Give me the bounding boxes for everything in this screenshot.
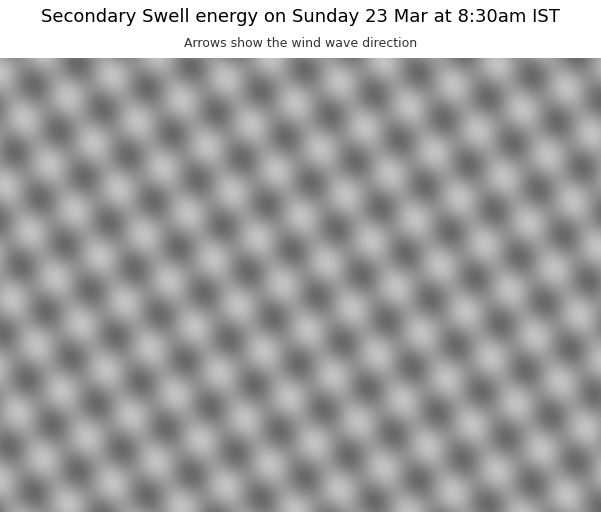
Text: Secondary Swell energy on Sunday 23 Mar at 8:30am IST: Secondary Swell energy on Sunday 23 Mar … — [41, 8, 560, 27]
Text: Arrows show the wind wave direction: Arrows show the wind wave direction — [184, 37, 417, 50]
